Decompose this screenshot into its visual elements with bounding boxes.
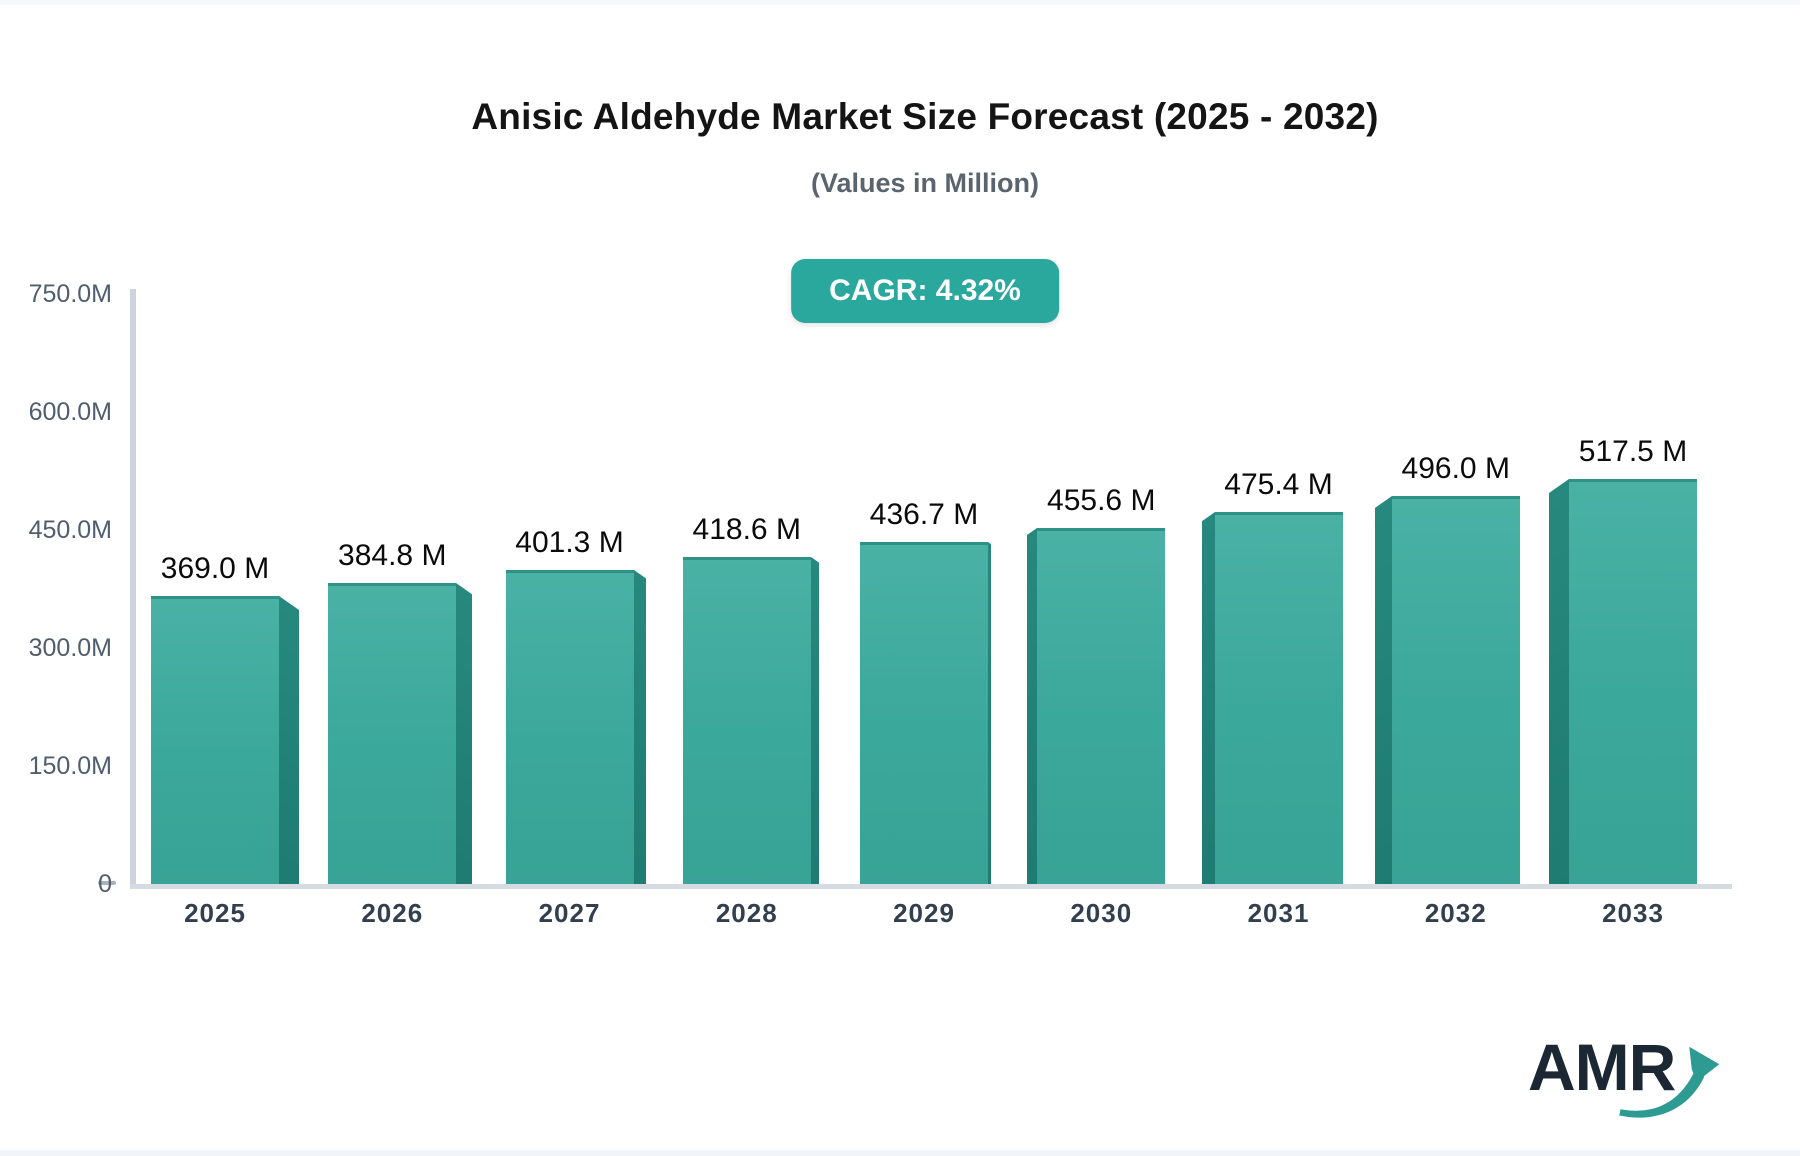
x-tick-label: 2030 [1070,898,1133,928]
y-axis-line [130,289,136,886]
bar-2029[interactable] [860,542,991,886]
bar-2032[interactable] [1374,496,1520,886]
y-tick-label: 450.0M [28,516,112,544]
bar-front-face [1214,512,1343,886]
bar-value-label: 496.0 M [1401,452,1510,485]
bar-side-face [1027,528,1038,886]
bottom-edge-strip [0,1150,1800,1156]
bar-value-label: 384.8 M [338,539,447,572]
y-tick-label: 0 [98,870,112,898]
bar-front-face [1569,479,1697,886]
bar-value-label: 418.6 M [692,513,801,546]
bar-side-face [1374,496,1392,886]
bar-front-face [860,542,988,886]
y-tick-label: 150.0M [28,752,112,780]
bar-2028[interactable] [682,557,819,886]
y-tick-label: 750.0M [28,280,112,308]
cagr-badge: CAGR: 4.32% [791,259,1059,323]
bar-side-face [279,596,299,886]
bar-value-label: 436.7 M [869,498,979,531]
bar-side-face [633,570,646,886]
bar-2025[interactable] [151,596,299,886]
x-tick-label: 2033 [1602,898,1664,928]
x-tick-label: 2025 [184,898,246,928]
y-tick-label: 300.0M [28,634,112,662]
bar-2026[interactable] [328,583,473,886]
chart-title: Anisic Aldehyde Market Size Forecast (20… [471,96,1379,137]
plot-area [151,479,1697,886]
top-edge-strip [0,0,1800,5]
bar-front-face [1037,528,1166,886]
x-axis-baseline [130,884,1732,889]
bar-value-label: 517.5 M [1578,435,1688,468]
x-tick-label: 2029 [893,898,955,928]
bar-side-face [456,583,473,886]
bar-front-face [151,596,279,886]
bar-2031[interactable] [1201,512,1343,886]
logo: AMR [1528,1028,1720,1120]
bar-2027[interactable] [505,570,646,886]
x-tick-label: 2028 [715,898,778,928]
bar-front-face [505,570,634,886]
x-tick-label: 2031 [1247,898,1310,928]
bar-2030[interactable] [1027,528,1166,886]
bar-value-label: 475.4 M [1224,468,1333,501]
logo-text: AMR [1528,1030,1676,1104]
bar-value-label: 369.0 M [160,552,270,585]
bar-side-face [810,557,819,886]
growth-arrow-icon [1619,1046,1720,1118]
bar-side-face [1201,512,1215,886]
y-tick-label: 600.0M [28,398,112,426]
x-tick-label: 2026 [361,898,424,928]
bar-2033[interactable] [1549,479,1697,886]
bar-front-face [328,583,457,886]
bar-side-face [988,542,991,886]
x-tick-label: 2032 [1424,898,1487,928]
chart-subtitle: (Values in Million) [810,168,1040,198]
bar-front-face [1391,496,1520,886]
zero-tick-mark [98,881,116,885]
bar-front-face [682,557,811,886]
bar-value-label: 455.6 M [1047,484,1156,517]
x-tick-label: 2027 [538,898,601,928]
bar-value-label: 401.3 M [515,526,624,559]
bar-side-face [1549,479,1569,886]
